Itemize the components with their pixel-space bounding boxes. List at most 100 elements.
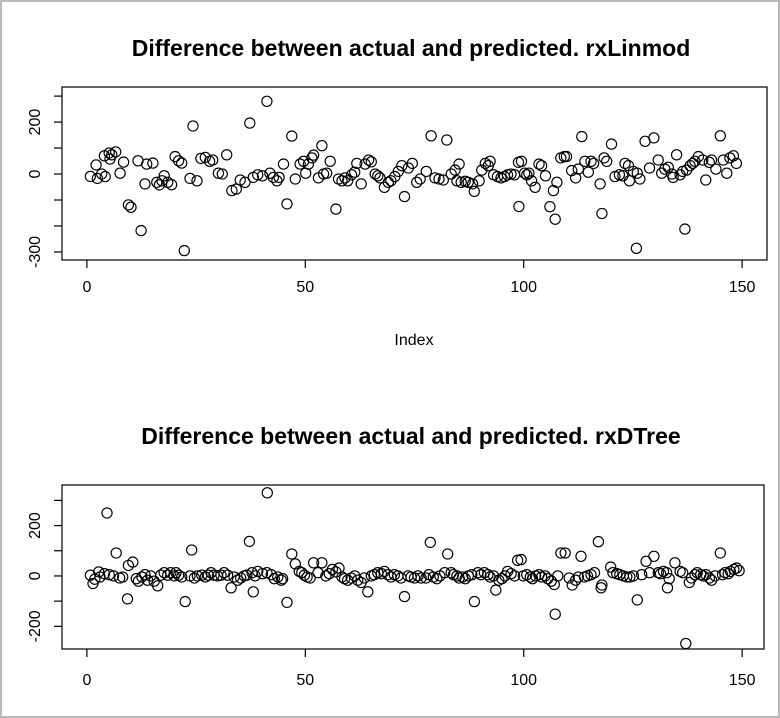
data-point (392, 165, 404, 178)
data-point (451, 570, 463, 582)
data-point (139, 178, 151, 190)
data-point (352, 574, 364, 586)
x-tick-label: 50 (296, 279, 314, 296)
data-point (490, 584, 502, 596)
data-point (355, 178, 367, 190)
data-point (551, 176, 563, 188)
data-point (521, 569, 533, 581)
data-point (455, 176, 467, 188)
data-point (425, 130, 437, 142)
data-point (466, 569, 478, 581)
data-point (395, 572, 407, 584)
data-point (539, 170, 552, 182)
data-point (592, 536, 605, 548)
data-point (91, 172, 104, 185)
x-tick-label: 0 (82, 672, 91, 689)
data-point (165, 179, 178, 191)
data-point (545, 575, 557, 587)
data-point (152, 580, 164, 592)
data-point (420, 572, 432, 584)
data-point (634, 173, 646, 185)
chart1-title: Difference between actual and predicted.… (131, 35, 691, 61)
data-point (199, 151, 211, 164)
data-point (215, 569, 227, 581)
data-point (191, 175, 203, 187)
data-point (101, 507, 113, 519)
data-point (710, 163, 722, 175)
data-point (630, 242, 643, 254)
x-tick-label: 0 (82, 279, 91, 296)
data-point (508, 570, 521, 582)
data-point (588, 567, 601, 579)
data-point (162, 569, 174, 581)
data-point (442, 548, 454, 560)
data-point (411, 176, 423, 188)
data-point (539, 570, 551, 582)
data-point (420, 165, 432, 178)
data-point (271, 175, 283, 187)
data-point (643, 567, 656, 579)
data-point (139, 569, 151, 581)
data-point (549, 213, 561, 225)
data-point (441, 134, 453, 146)
x-tick-label: 100 (510, 672, 537, 689)
data-point (264, 167, 276, 179)
data-point (277, 158, 290, 170)
y-tick-label: -200 (27, 610, 44, 642)
data-point (385, 571, 397, 583)
data-point (515, 155, 528, 167)
data-point (714, 130, 726, 142)
data-point (552, 570, 564, 582)
data-point (468, 185, 480, 198)
data-point (178, 244, 190, 257)
data-point (687, 157, 699, 170)
data-point (705, 154, 718, 166)
data-point (272, 571, 284, 583)
data-point (212, 167, 225, 179)
data-point (121, 593, 134, 605)
data-point (156, 175, 168, 187)
data-point (722, 568, 734, 580)
data-point (286, 548, 298, 560)
data-point (598, 152, 610, 164)
data-point (703, 572, 716, 584)
data-point (349, 166, 361, 178)
data-point (549, 608, 561, 620)
data-point (225, 582, 237, 594)
data-point (697, 154, 709, 166)
data-point (114, 167, 126, 179)
data-point (643, 162, 656, 174)
data-point (525, 175, 538, 187)
data-point (542, 573, 554, 585)
data-point (202, 569, 214, 581)
data-point (575, 550, 587, 562)
data-point (336, 571, 348, 583)
data-point (680, 637, 692, 650)
data-point (252, 169, 264, 181)
data-point (617, 170, 629, 182)
data-point (700, 174, 712, 186)
data-point (398, 190, 411, 203)
data-point (572, 571, 584, 583)
data-point (275, 574, 287, 586)
data-point (110, 146, 122, 158)
data-point (330, 203, 342, 215)
x-tick-label: 50 (296, 672, 314, 689)
data-point (151, 176, 163, 188)
data-point (221, 569, 234, 581)
data-point (221, 149, 233, 161)
data-point (96, 168, 108, 180)
data-point (449, 164, 461, 176)
data-point (378, 565, 391, 578)
data-point (703, 156, 715, 168)
data-point (670, 149, 683, 161)
data-point (572, 163, 584, 175)
y-tick-label: 0 (27, 571, 44, 580)
data-point (199, 571, 211, 583)
data-point (459, 573, 471, 585)
points-layer (84, 95, 743, 257)
data-point (256, 568, 269, 580)
data-point (515, 553, 527, 566)
data-point (433, 173, 445, 185)
data-point (351, 157, 363, 170)
